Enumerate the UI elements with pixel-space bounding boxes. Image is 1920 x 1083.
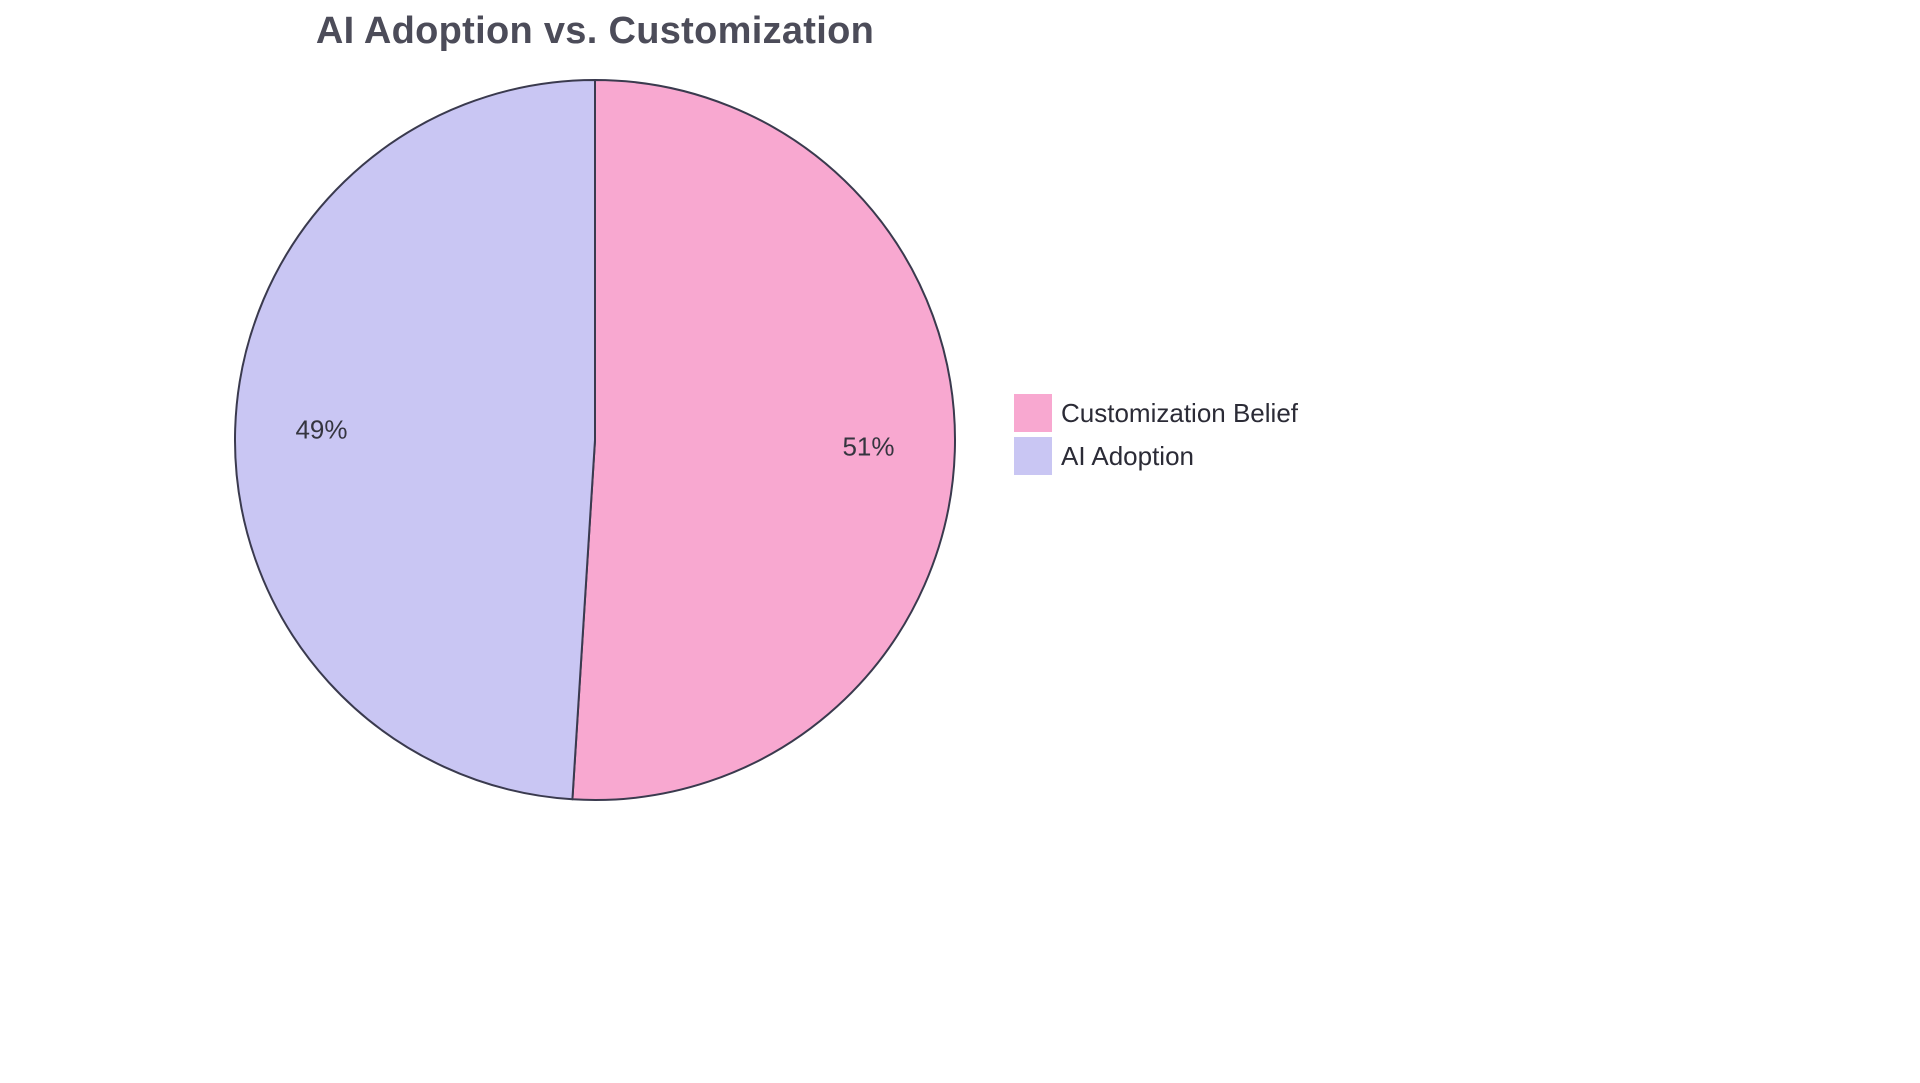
legend-label-ai-adoption: AI Adoption [1061, 440, 1194, 471]
chart-title: AI Adoption vs. Customization [315, 10, 875, 52]
legend-swatch-customization-belief [1014, 394, 1052, 432]
pie-slice-percent-label: 51% [842, 431, 894, 461]
legend-item-customization-belief: Customization Belief [1014, 394, 1298, 432]
pie-chart: 51% 49% [234, 79, 956, 801]
legend-label-customization-belief: Customization Belief [1061, 397, 1298, 428]
legend-swatch-ai-adoption [1014, 437, 1052, 475]
pie-slice-customization-belief [571, 79, 956, 801]
legend-item-ai-adoption: AI Adoption [1014, 437, 1298, 475]
pie-slice-percent-label: 49% [295, 414, 347, 444]
legend: Customization Belief AI Adoption [1014, 394, 1298, 480]
pie-slice-ai-adoption [234, 79, 596, 801]
